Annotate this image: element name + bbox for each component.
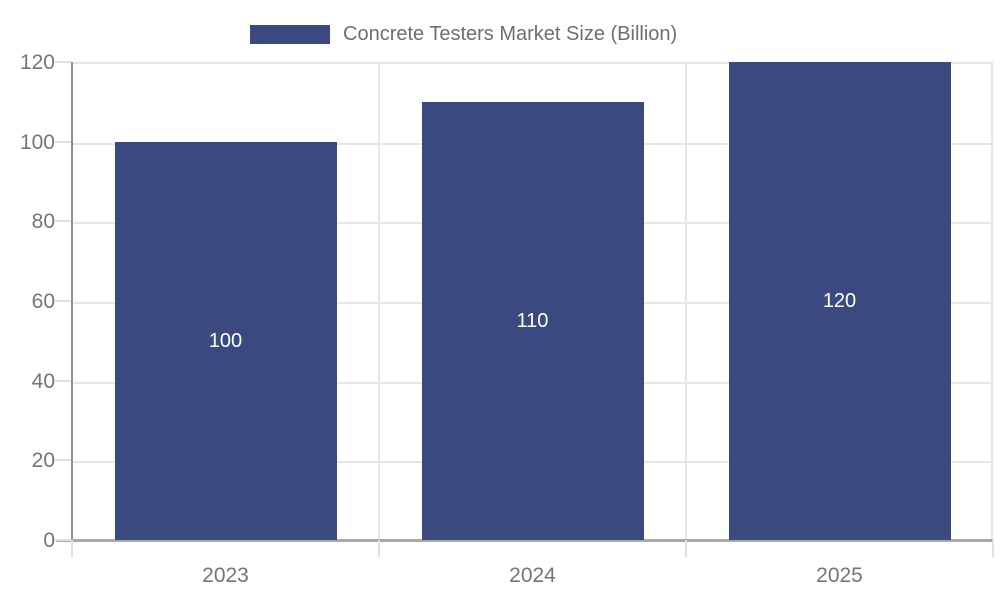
y-tick-label: 120 <box>19 51 55 74</box>
x-axis-tick <box>685 540 687 557</box>
legend-swatch <box>250 24 330 44</box>
y-axis-tick <box>55 140 71 143</box>
gridline-vertical <box>378 64 380 542</box>
x-axis-tick <box>378 540 380 557</box>
x-axis-tick <box>992 540 994 557</box>
x-axis-line <box>56 539 993 542</box>
y-tick-label: 60 <box>31 290 55 313</box>
bar <box>421 101 644 540</box>
bar-value-label: 120 <box>822 290 857 312</box>
y-tick-label: 0 <box>43 529 55 552</box>
y-axis-tick <box>55 539 71 541</box>
legend[interactable]: Concrete Testers Market Size (Billion) <box>250 22 677 46</box>
bar-value-label: 100 <box>208 329 243 352</box>
y-tick-label: 20 <box>31 449 55 473</box>
y-axis-line <box>71 62 73 542</box>
bar <box>728 62 951 540</box>
legend-label: Concrete Testers Market Size (Billion) <box>343 23 678 45</box>
y-tick-label: 80 <box>31 210 55 234</box>
y-axis-tick <box>55 379 71 382</box>
y-tick-label: 40 <box>31 369 55 393</box>
bar <box>114 141 337 540</box>
gridline-vertical <box>685 64 687 542</box>
y-axis-tick <box>55 220 71 223</box>
x-tick-label: 2023 <box>202 564 249 587</box>
y-axis-tick <box>55 459 71 462</box>
x-tick-label: 2025 <box>816 564 863 587</box>
y-axis-tick <box>55 300 71 302</box>
y-axis-tick <box>55 61 71 63</box>
y-tick-label: 100 <box>19 130 55 154</box>
x-tick-label: 2024 <box>509 564 556 587</box>
bar-value-label: 110 <box>516 309 549 332</box>
x-axis-tick <box>71 540 73 557</box>
